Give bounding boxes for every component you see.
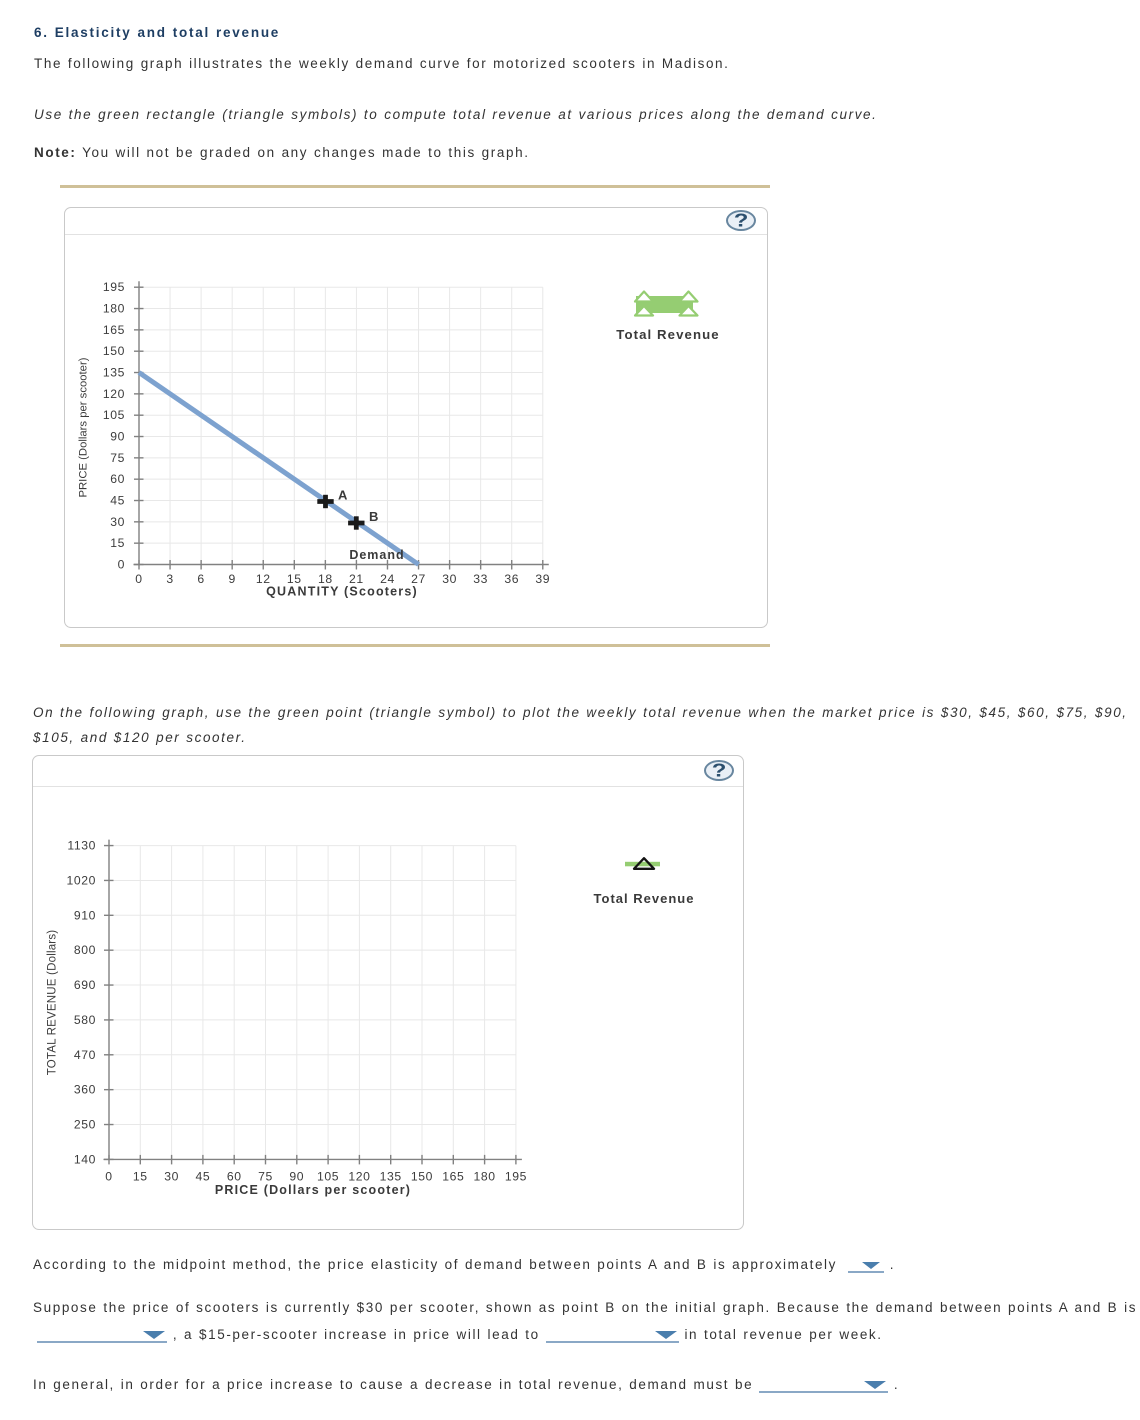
svg-text:0: 0 bbox=[135, 572, 142, 586]
svg-text:15: 15 bbox=[133, 1170, 148, 1184]
svg-text:A: A bbox=[338, 488, 348, 503]
svg-text:135: 135 bbox=[380, 1170, 402, 1184]
svg-text:18: 18 bbox=[318, 572, 333, 586]
svg-text:21: 21 bbox=[349, 572, 364, 586]
svg-text:6: 6 bbox=[197, 572, 204, 586]
svg-text:75: 75 bbox=[110, 451, 125, 465]
svg-text:Demand: Demand bbox=[349, 548, 404, 562]
svg-text:15: 15 bbox=[287, 572, 302, 586]
svg-text:180: 180 bbox=[474, 1170, 496, 1184]
svg-text:B: B bbox=[369, 509, 379, 524]
svg-text:9: 9 bbox=[228, 572, 235, 586]
svg-text:24: 24 bbox=[380, 572, 395, 586]
svg-text:360: 360 bbox=[74, 1083, 96, 1097]
svg-text:165: 165 bbox=[442, 1170, 464, 1184]
svg-text:470: 470 bbox=[74, 1048, 96, 1062]
svg-text:45: 45 bbox=[196, 1170, 211, 1184]
svg-text:1020: 1020 bbox=[66, 873, 96, 887]
svg-text:580: 580 bbox=[74, 1013, 96, 1027]
svg-text:105: 105 bbox=[317, 1170, 339, 1184]
svg-text:150: 150 bbox=[103, 344, 125, 358]
svg-text:120: 120 bbox=[103, 387, 125, 401]
svg-text:Total Revenue: Total Revenue bbox=[594, 891, 695, 906]
svg-text:15: 15 bbox=[110, 536, 125, 550]
svg-text:PRICE (Dollars per scooter): PRICE (Dollars per scooter) bbox=[215, 1183, 411, 1197]
svg-text:180: 180 bbox=[103, 302, 125, 316]
svg-text:3: 3 bbox=[166, 572, 173, 586]
svg-text:0: 0 bbox=[118, 558, 125, 572]
svg-text:45: 45 bbox=[110, 494, 125, 508]
svg-text:1130: 1130 bbox=[67, 839, 96, 853]
svg-text:135: 135 bbox=[103, 366, 125, 380]
svg-text:33: 33 bbox=[473, 572, 488, 586]
svg-text:690: 690 bbox=[74, 978, 96, 992]
svg-text:250: 250 bbox=[74, 1118, 96, 1132]
svg-text:12: 12 bbox=[256, 572, 271, 586]
svg-text:Total Revenue: Total Revenue bbox=[616, 327, 719, 342]
svg-text:90: 90 bbox=[289, 1170, 304, 1184]
svg-text:36: 36 bbox=[504, 572, 519, 586]
svg-text:30: 30 bbox=[442, 572, 457, 586]
svg-text:140: 140 bbox=[74, 1152, 96, 1166]
svg-text:75: 75 bbox=[258, 1170, 273, 1184]
svg-text:120: 120 bbox=[348, 1170, 370, 1184]
svg-text:30: 30 bbox=[164, 1170, 179, 1184]
svg-text:30: 30 bbox=[110, 515, 125, 529]
svg-text:90: 90 bbox=[110, 430, 125, 444]
svg-text:39: 39 bbox=[535, 572, 550, 586]
svg-text:0: 0 bbox=[105, 1170, 112, 1184]
svg-text:195: 195 bbox=[505, 1170, 527, 1184]
svg-text:27: 27 bbox=[411, 572, 426, 586]
svg-text:150: 150 bbox=[411, 1170, 433, 1184]
svg-text:165: 165 bbox=[103, 323, 125, 337]
svg-text:910: 910 bbox=[74, 908, 96, 922]
svg-text:TOTAL REVENUE (Dollars): TOTAL REVENUE (Dollars) bbox=[47, 930, 59, 1076]
svg-text:800: 800 bbox=[74, 943, 96, 957]
svg-text:60: 60 bbox=[110, 472, 125, 486]
svg-text:QUANTITY (Scooters): QUANTITY (Scooters) bbox=[266, 585, 418, 599]
svg-text:PRICE (Dollars per scooter): PRICE (Dollars per scooter) bbox=[78, 357, 90, 497]
svg-text:195: 195 bbox=[103, 280, 125, 294]
svg-text:105: 105 bbox=[103, 408, 125, 422]
svg-text:60: 60 bbox=[227, 1170, 242, 1184]
